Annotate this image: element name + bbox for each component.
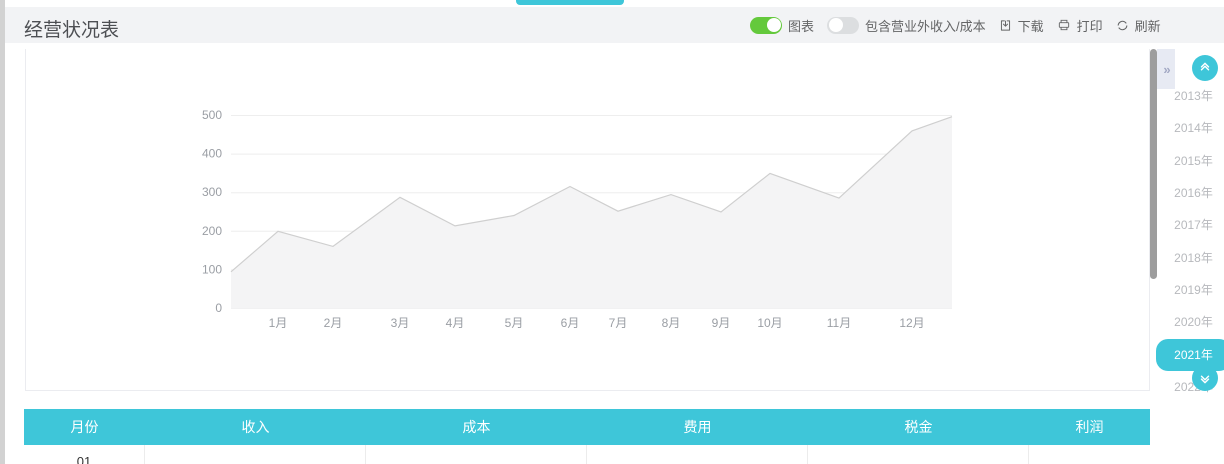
svg-text:100: 100: [202, 262, 222, 276]
svg-text:8月: 8月: [662, 316, 681, 330]
svg-text:3月: 3月: [391, 316, 410, 330]
svg-text:7月: 7月: [609, 316, 628, 330]
svg-text:12月: 12月: [899, 316, 924, 330]
svg-text:2月: 2月: [324, 316, 343, 330]
svg-text:200: 200: [202, 224, 222, 238]
svg-text:300: 300: [202, 185, 222, 199]
svg-text:9月: 9月: [712, 316, 731, 330]
svg-text:500: 500: [202, 108, 222, 122]
svg-text:400: 400: [202, 147, 222, 161]
svg-text:5月: 5月: [505, 316, 524, 330]
svg-text:10月: 10月: [757, 316, 782, 330]
svg-text:11月: 11月: [827, 316, 851, 330]
svg-text:1月: 1月: [269, 316, 288, 330]
svg-text:6月: 6月: [561, 316, 580, 330]
svg-text:0: 0: [215, 301, 222, 315]
svg-text:4月: 4月: [446, 316, 465, 330]
